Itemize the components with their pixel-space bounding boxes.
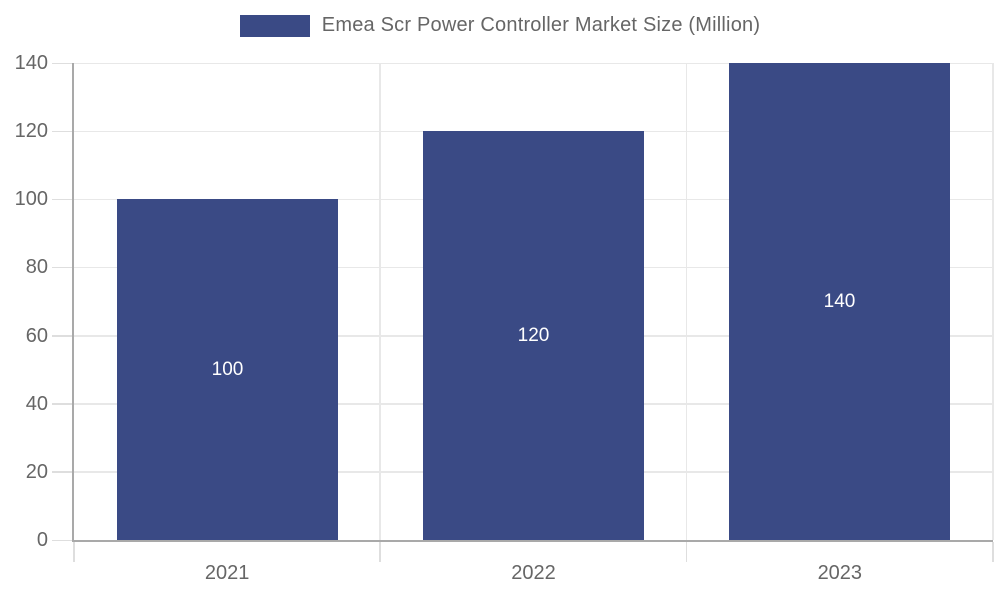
- y-tick-mark: [52, 471, 72, 473]
- y-tick-mark: [52, 403, 72, 405]
- y-tick-mark: [52, 62, 72, 64]
- x-tick-mark: [379, 542, 381, 562]
- y-tick-label: 0: [36, 529, 48, 551]
- x-tick-mark: [685, 542, 688, 562]
- x-tick-mark: [73, 542, 75, 562]
- y-tick-label: 40: [25, 392, 48, 415]
- y-tick-mark: [52, 266, 72, 269]
- category-gridline: [379, 63, 381, 540]
- y-tick-label: 60: [25, 324, 48, 347]
- category-gridline: [685, 63, 688, 540]
- y-tick-mark: [52, 130, 72, 133]
- y-tick-label: 140: [14, 52, 48, 74]
- plot-area: 0 20 40 60 80 100 120 140 100 2021 120 2022 140 2023: [15, 52, 994, 584]
- legend: Emea Scr Power Controller Market Size (M…: [0, 14, 1000, 37]
- bar: 120: [423, 131, 644, 540]
- chart-title: Emea Scr Power Controller Market Size (M…: [321, 14, 761, 36]
- y-tick-label: 120: [14, 120, 48, 143]
- y-tick-mark: [52, 198, 72, 201]
- bar-value-label: 140: [823, 290, 856, 312]
- category-gridline: [992, 63, 994, 540]
- x-tick-label: 2023: [817, 562, 863, 584]
- x-tick-label: 2021: [204, 562, 250, 584]
- x-tick-mark: [992, 542, 994, 562]
- y-tick-label: 20: [25, 460, 48, 483]
- bar-value-label: 120: [517, 324, 550, 346]
- y-tick-label: 80: [25, 256, 48, 279]
- bar-value-label: 100: [211, 358, 244, 380]
- legend-swatch: [239, 14, 310, 37]
- y-tick-mark: [52, 335, 72, 337]
- bar: 100: [117, 199, 338, 540]
- x-tick-label: 2022: [511, 562, 556, 584]
- y-tick-label: 100: [14, 188, 48, 211]
- gridline: [74, 62, 993, 64]
- bar: 140: [729, 63, 950, 540]
- y-tick-mark: [52, 539, 72, 541]
